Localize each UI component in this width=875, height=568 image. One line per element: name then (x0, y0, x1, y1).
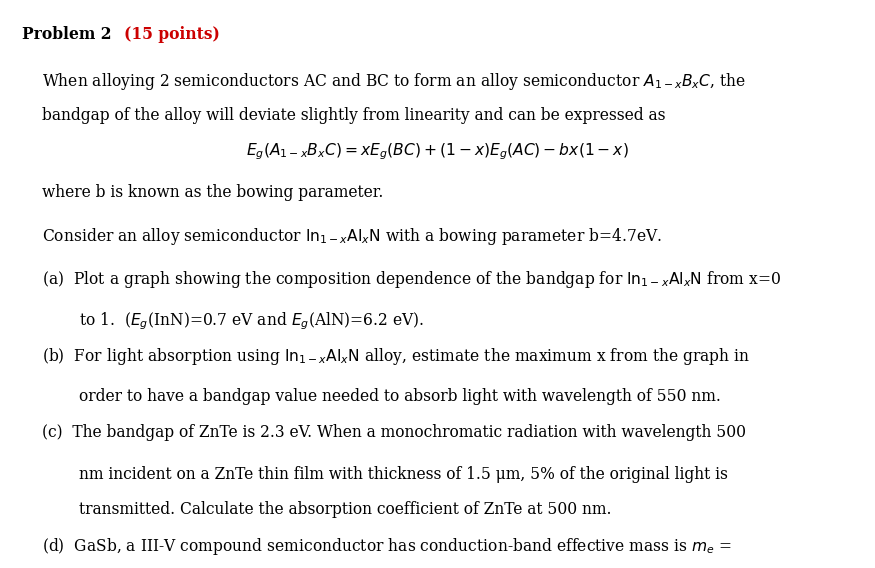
Text: $E_g(A_{1-x}B_xC) = xE_g(BC) + (1-x)E_g(AC) - bx(1-x)$: $E_g(A_{1-x}B_xC) = xE_g(BC) + (1-x)E_g(… (246, 142, 629, 162)
Text: (c)  The bandgap of ZnTe is 2.3 eV. When a monochromatic radiation with waveleng: (c) The bandgap of ZnTe is 2.3 eV. When … (42, 424, 746, 441)
Text: When alloying 2 semiconductors AC and BC to form an alloy semiconductor $A_{1-x}: When alloying 2 semiconductors AC and BC… (42, 72, 746, 93)
Text: nm incident on a ZnTe thin film with thickness of 1.5 μm, 5% of the original lig: nm incident on a ZnTe thin film with thi… (79, 466, 728, 483)
Text: where b is known as the bowing parameter.: where b is known as the bowing parameter… (42, 184, 383, 201)
Text: Consider an alloy semiconductor $\mathrm{In}_{1-x}\mathrm{Al}_x\mathrm{N}$ with : Consider an alloy semiconductor $\mathrm… (42, 226, 662, 247)
Text: Problem 2: Problem 2 (22, 26, 116, 43)
Text: order to have a bandgap value needed to absorb light with wavelength of 550 nm.: order to have a bandgap value needed to … (79, 389, 721, 406)
Text: transmitted. Calculate the absorption coefficient of ZnTe at 500 nm.: transmitted. Calculate the absorption co… (79, 501, 612, 518)
Text: (a)  Plot a graph showing the composition dependence of the bandgap for $\mathrm: (a) Plot a graph showing the composition… (42, 269, 781, 290)
Text: (b)  For light absorption using $\mathrm{In}_{1-x}\mathrm{Al}_x\mathrm{N}$ alloy: (b) For light absorption using $\mathrm{… (42, 346, 750, 367)
Text: bandgap of the alloy will deviate slightly from linearity and can be expressed a: bandgap of the alloy will deviate slight… (42, 107, 666, 124)
Text: to 1.  ($E_g$(InN)=0.7 eV and $E_g$(AlN)=6.2 eV).: to 1. ($E_g$(InN)=0.7 eV and $E_g$(AlN)=… (79, 311, 424, 332)
Text: (d)  GaSb, a III-V compound semiconductor has conduction-band effective mass is : (d) GaSb, a III-V compound semiconductor… (42, 536, 731, 557)
Text: (15 points): (15 points) (124, 26, 220, 43)
